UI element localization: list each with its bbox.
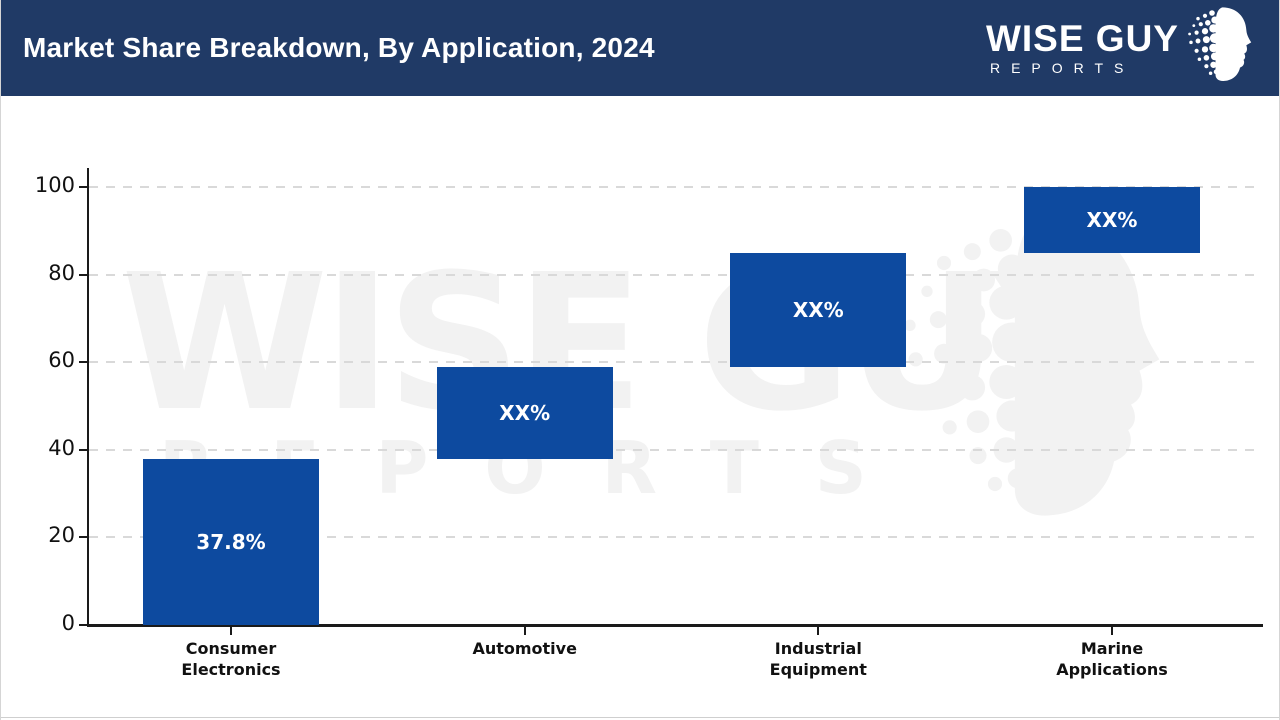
category-label-line: Consumer bbox=[185, 639, 277, 658]
y-axis-tick-label: 80 bbox=[48, 260, 75, 285]
category-label: Automotive bbox=[405, 638, 645, 659]
y-gridline bbox=[89, 448, 1261, 451]
footer-divider bbox=[1, 717, 1279, 718]
y-axis-tick bbox=[79, 361, 88, 364]
watermark-dotted-face-icon bbox=[904, 217, 1160, 516]
bar-value-label: XX% bbox=[499, 401, 551, 425]
logo-text: WISE GUY REPORTS bbox=[986, 20, 1179, 76]
bar-value-label: XX% bbox=[1086, 207, 1138, 232]
logo-wordmark: WISE GUY bbox=[985, 18, 1179, 59]
page-title: Market Share Breakdown, By Application, … bbox=[23, 32, 655, 63]
y-axis-tick bbox=[79, 624, 88, 626]
category-label-line: Marine bbox=[1080, 639, 1144, 658]
bar-value-label: 37.8% bbox=[196, 530, 266, 555]
category-label-line: Electronics bbox=[181, 660, 281, 679]
header-bar: Market Share Breakdown, By Application, … bbox=[1, 0, 1279, 96]
y-gridline bbox=[89, 536, 1261, 539]
y-gridline bbox=[89, 273, 1261, 276]
y-axis-tick-label: 20 bbox=[48, 523, 75, 548]
bar-segment: XX% bbox=[1024, 187, 1200, 253]
y-axis-line bbox=[87, 168, 89, 627]
dotted-face-logo-icon bbox=[1188, 7, 1252, 82]
bar-segment: XX% bbox=[730, 252, 907, 367]
y-gridline bbox=[89, 186, 1261, 188]
category-label-line: Equipment bbox=[769, 660, 867, 679]
y-axis-tick bbox=[79, 186, 88, 188]
category-label: Consumer Electronics bbox=[111, 638, 351, 680]
y-axis-tick-label: 0 bbox=[61, 611, 75, 635]
y-axis-tick bbox=[79, 536, 88, 539]
bar-segment: 37.8% bbox=[143, 459, 319, 625]
category-label-line: Automotive bbox=[472, 639, 577, 658]
category-label: Marine Applications bbox=[992, 638, 1232, 680]
x-axis-tick bbox=[230, 627, 232, 635]
logo-subtitle: REPORTS bbox=[989, 60, 1135, 76]
x-axis-tick bbox=[1111, 627, 1113, 635]
category-label-line: Applications bbox=[1056, 660, 1168, 679]
bar-value-label: XX% bbox=[792, 297, 844, 322]
x-axis-tick bbox=[523, 627, 526, 635]
y-axis-tick-label: 60 bbox=[48, 348, 75, 373]
wise-guy-reports-logo: WISE GUY REPORTS bbox=[986, 6, 1257, 90]
y-axis-tick-label: 40 bbox=[48, 435, 75, 460]
y-gridline bbox=[89, 361, 1261, 364]
y-axis-tick bbox=[79, 273, 88, 276]
y-axis-tick-label: 100 bbox=[34, 173, 75, 197]
bar-segment: XX% bbox=[436, 366, 613, 460]
x-axis-tick bbox=[817, 627, 820, 635]
category-label: Industrial Equipment bbox=[698, 638, 938, 680]
x-axis-line bbox=[87, 624, 1263, 627]
category-label-line: Industrial bbox=[774, 639, 862, 658]
y-axis-tick bbox=[79, 448, 88, 451]
